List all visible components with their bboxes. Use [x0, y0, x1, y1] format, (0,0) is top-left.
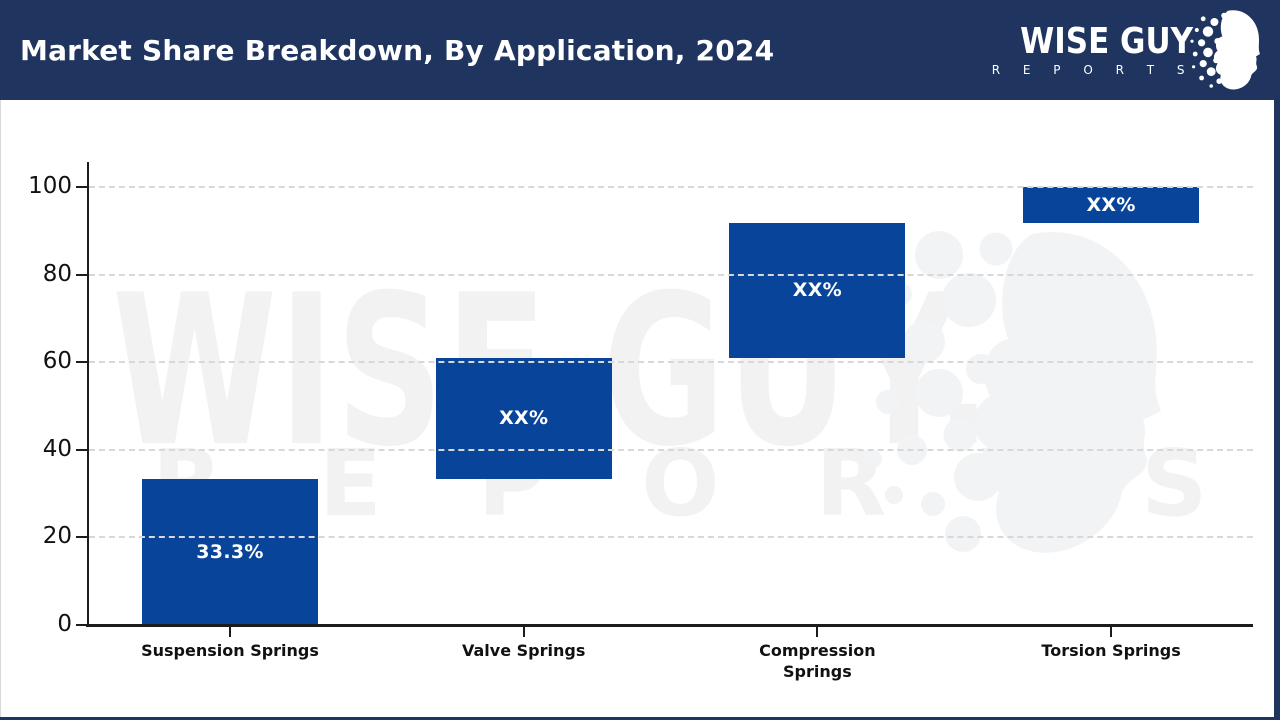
- x-tick-label-2: Valve Springs: [462, 641, 586, 660]
- wise-guy-logo: WISE GUY R E P O R T S: [992, 6, 1266, 94]
- bottom-frame-border: [0, 717, 1280, 720]
- left-frame-border: [0, 100, 1, 717]
- bar-value-label: XX%: [499, 407, 549, 430]
- logo-wordmark: WISE GUY: [1019, 20, 1193, 62]
- bar-segment-3: XX%: [729, 222, 906, 358]
- x-tick-label-4: Torsion Springs: [1041, 641, 1181, 660]
- page-title: Market Share Breakdown, By Application, …: [20, 33, 775, 67]
- gridline-60: [89, 361, 1253, 364]
- bar-value-label: XX%: [792, 279, 843, 302]
- gridline-80: [89, 273, 1253, 276]
- watermark-face-icon: [864, 231, 1161, 553]
- x-tick-4: [1110, 627, 1113, 637]
- bar-segment-4: XX%: [1023, 187, 1200, 223]
- header-bar: Market Share Breakdown, By Application, …: [0, 0, 1280, 100]
- y-tick-label-100: 100: [28, 173, 72, 199]
- logo-text: WISE GUY R E P O R T S: [991, 20, 1194, 77]
- x-tick-3: [816, 627, 819, 637]
- bar-value-label: 33.3%: [196, 541, 264, 564]
- bar-segment-2: XX%: [435, 357, 612, 480]
- x-tick-label-3: Compression Springs: [759, 641, 876, 681]
- gridline-40: [89, 448, 1253, 451]
- x-tick-label-1: Suspension Springs: [141, 641, 319, 660]
- y-tick-60: [76, 361, 87, 364]
- y-axis-line: [87, 162, 89, 626]
- y-tick-0: [76, 624, 87, 626]
- bar-value-label: XX%: [1086, 193, 1136, 216]
- y-tick-label-0: 0: [57, 611, 72, 637]
- bar-segment-1: 33.3%: [142, 479, 318, 625]
- x-tick-1: [229, 627, 231, 637]
- y-tick-100: [76, 186, 87, 188]
- y-tick-80: [76, 273, 87, 276]
- y-tick-label-80: 80: [42, 260, 72, 287]
- y-tick-20: [76, 536, 87, 539]
- y-tick-40: [76, 448, 87, 451]
- x-tick-2: [522, 627, 525, 637]
- logo-subtitle: R E P O R T S: [991, 62, 1194, 77]
- y-tick-label-60: 60: [42, 348, 72, 375]
- y-tick-label-20: 20: [42, 523, 72, 550]
- gridline-100: [89, 186, 1253, 188]
- right-frame-border: [1274, 100, 1280, 720]
- gridline-20: [89, 536, 1253, 539]
- y-tick-label-40: 40: [42, 435, 72, 462]
- logo-face-icon: [1190, 10, 1260, 90]
- x-axis-line: [86, 624, 1253, 627]
